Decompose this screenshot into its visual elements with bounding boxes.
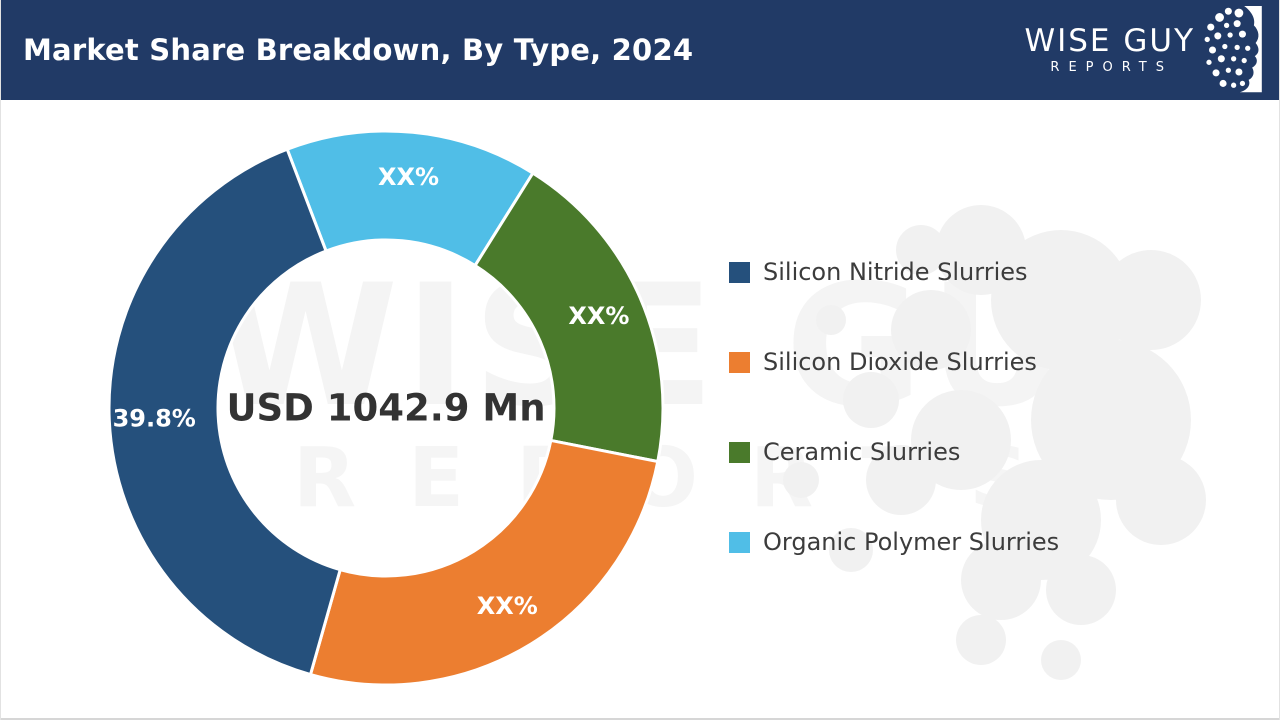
legend-swatch bbox=[729, 531, 750, 553]
legend-swatch bbox=[729, 261, 750, 283]
segment-data-label: XX% bbox=[568, 302, 629, 330]
pie-segment-ceramic-slurries bbox=[473, 171, 665, 464]
logo-subtitle: REPORTS bbox=[1050, 60, 1174, 76]
legend-label: Organic Polymer Slurries bbox=[763, 528, 1060, 556]
logo-wordmark: WISE GUY bbox=[1024, 22, 1195, 59]
segment-data-label: XX% bbox=[477, 592, 538, 620]
legend-swatch bbox=[729, 441, 750, 463]
legend-item-silicon-dioxide-slurries: Silicon Dioxide Slurries bbox=[729, 317, 1059, 407]
legend-item-organic-polymer-slurries: Organic Polymer Slurries bbox=[729, 497, 1059, 587]
pie-segment-silicon-dioxide-slurries bbox=[308, 438, 660, 687]
wiseguy-logo: WISE GUY REPORTS bbox=[1024, 0, 1265, 100]
legend-swatch bbox=[729, 351, 750, 373]
legend-item-ceramic-slurries: Ceramic Slurries bbox=[729, 407, 1059, 497]
legend-label: Ceramic Slurries bbox=[763, 438, 961, 466]
chart-center-value: USD 1042.9 Mn bbox=[226, 386, 546, 430]
header-bar: Market Share Breakdown, By Type, 2024 WI… bbox=[1, 0, 1279, 100]
chart-legend: Silicon Nitride Slurries Silicon Dioxide … bbox=[729, 227, 1059, 587]
segment-data-label: 39.8% bbox=[113, 404, 196, 432]
page-title: Market Share Breakdown, By Type, 2024 bbox=[23, 33, 694, 67]
segment-data-label: XX% bbox=[378, 163, 439, 191]
wiseguy-logo-text: WISE GUY REPORTS bbox=[1024, 25, 1195, 76]
legend-label: Silicon Dioxide Slurries bbox=[763, 348, 1037, 376]
pie-segment-silicon-nitride-slurries bbox=[107, 147, 343, 677]
watermark-face-icon bbox=[783, 205, 1206, 680]
legend-item-silicon-nitride-slurries: Silicon Nitride Slurries bbox=[729, 227, 1059, 317]
page-bottom-border bbox=[1, 718, 1279, 720]
legend-label: Silicon Nitride Slurries bbox=[763, 258, 1028, 286]
wiseguy-face-icon bbox=[1204, 6, 1262, 93]
